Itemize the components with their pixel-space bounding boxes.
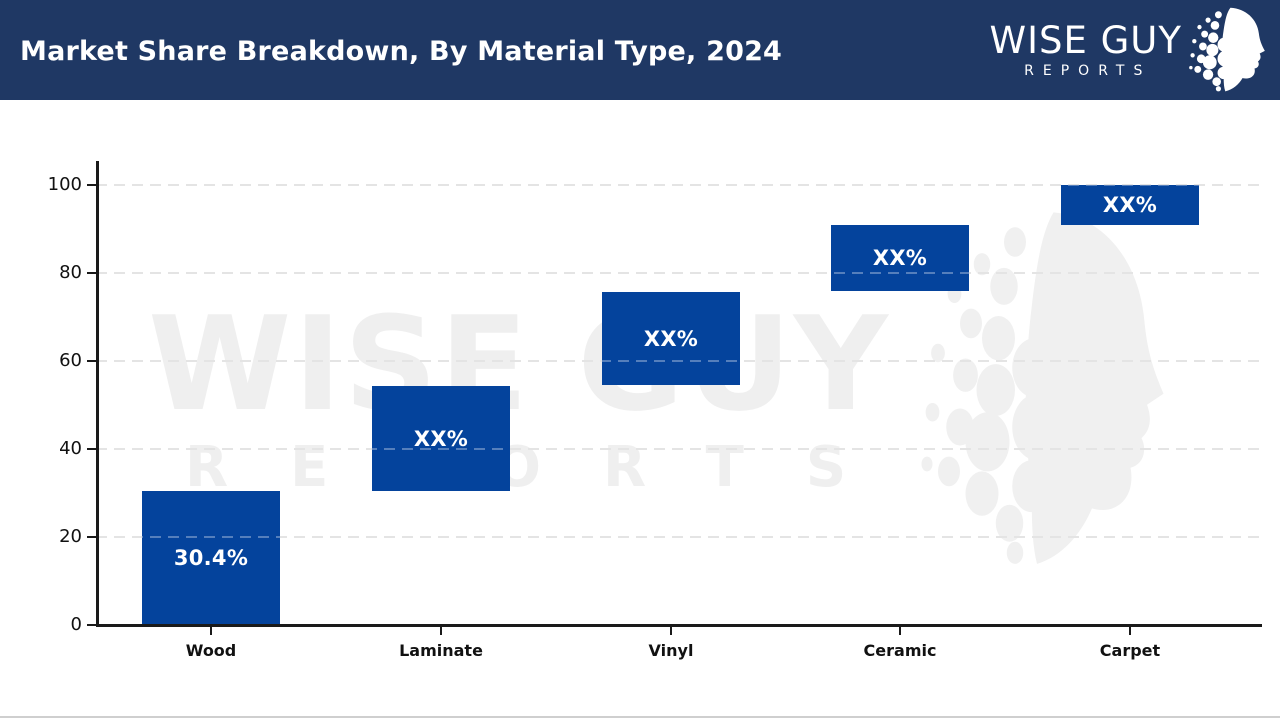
y-tick-100: [87, 184, 96, 186]
y-tick-label-60: 60: [59, 350, 82, 371]
gridline-80: [96, 272, 1262, 274]
watermark-wordmark: WISE GUY: [148, 288, 890, 440]
y-tick-80: [87, 272, 96, 274]
y-tick-label-100: 100: [47, 174, 82, 195]
gridline-20: [96, 536, 1262, 538]
gridline-80: [96, 272, 1262, 274]
bar-value-label: XX%: [643, 326, 699, 351]
brand-logo-text: WISE GUY REPORTS: [989, 19, 1182, 80]
x-axis-line: [96, 624, 1262, 627]
y-tick-60: [87, 360, 96, 362]
bar-vinyl: XX%: [602, 291, 740, 386]
gridline-60: [96, 360, 1262, 362]
header-bar: Market Share Breakdown, By Material Type…: [0, 0, 1280, 100]
x-tick-label-vinyl: Vinyl: [648, 641, 694, 660]
y-tick-label-40: 40: [59, 438, 82, 459]
bar-value-label: XX%: [872, 246, 928, 271]
x-tick-label-ceramic: Ceramic: [863, 641, 937, 660]
watermark-face-icon: [921, 212, 1164, 564]
watermark-subtext: REPORTS: [185, 435, 909, 500]
y-tick-label-80: 80: [59, 262, 82, 283]
x-tick-vinyl: [670, 627, 672, 635]
bottom-border: [0, 716, 1280, 718]
x-tick-laminate: [440, 627, 442, 635]
logo-face-icon: [1189, 7, 1265, 92]
bar-value-label: 30.4%: [173, 546, 249, 571]
y-tick-label-20: 20: [59, 526, 82, 547]
y-tick-40: [87, 448, 96, 450]
y-tick-label-0: 0: [70, 614, 82, 635]
logo-subtext: REPORTS: [1024, 63, 1152, 79]
x-tick-carpet: [1129, 627, 1131, 635]
bar-value-label: XX%: [413, 426, 469, 451]
brand-logo: WISE GUY REPORTS: [990, 4, 1270, 96]
gridline-20: [96, 536, 1262, 538]
gridline-100: [96, 184, 1262, 186]
bar-carpet: XX%: [1061, 185, 1199, 225]
x-tick-label-laminate: Laminate: [399, 641, 483, 660]
x-tick-label-wood: Wood: [185, 641, 237, 660]
x-tick-ceramic: [899, 627, 901, 635]
bar-wood: 30.4%: [142, 491, 280, 625]
chart-title: Market Share Breakdown, By Material Type…: [20, 36, 783, 67]
logo-wordmark: WISE GUY: [989, 19, 1182, 62]
y-axis-line: [96, 161, 99, 627]
x-tick-label-carpet: Carpet: [1099, 641, 1161, 660]
gridline-100: [96, 184, 1262, 186]
gridline-40: [96, 448, 1262, 450]
gridline-40: [96, 448, 1262, 450]
x-tick-wood: [210, 627, 212, 635]
bar-value-label: XX%: [1102, 192, 1158, 217]
bar-ceramic: XX%: [831, 225, 969, 292]
y-tick-20: [87, 536, 96, 538]
bar-laminate: XX%: [372, 386, 510, 492]
y-tick-0: [87, 624, 96, 626]
